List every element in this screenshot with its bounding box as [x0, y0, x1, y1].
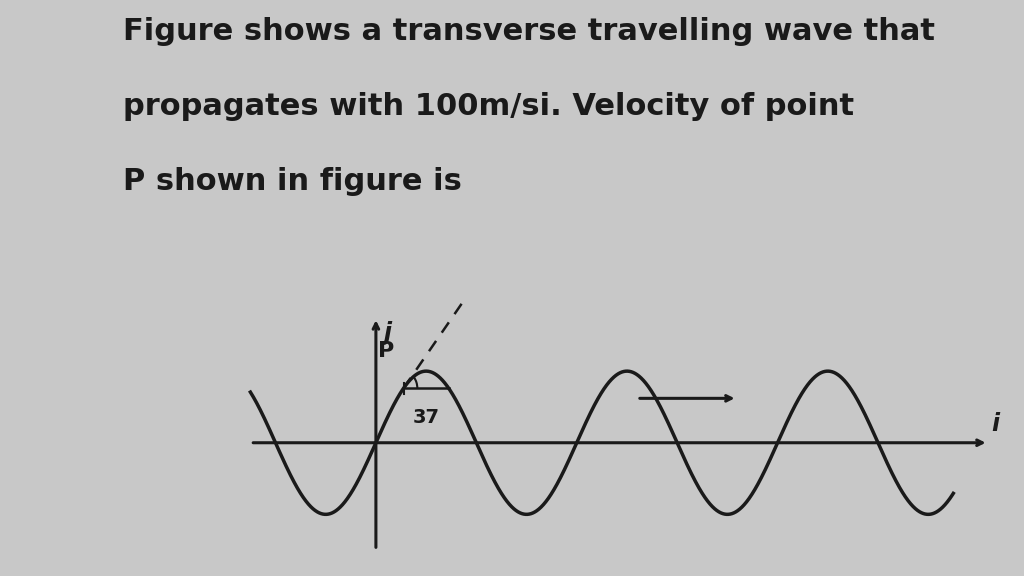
Text: P shown in figure is: P shown in figure is	[123, 167, 462, 196]
Text: Figure shows a transverse travelling wave that: Figure shows a transverse travelling wav…	[123, 17, 935, 46]
Text: 37: 37	[413, 408, 439, 427]
Text: j: j	[383, 321, 391, 345]
Text: propagates with 100m/si. Velocity of point: propagates with 100m/si. Velocity of poi…	[123, 92, 854, 121]
Text: i: i	[991, 412, 999, 435]
Text: P: P	[379, 341, 394, 361]
